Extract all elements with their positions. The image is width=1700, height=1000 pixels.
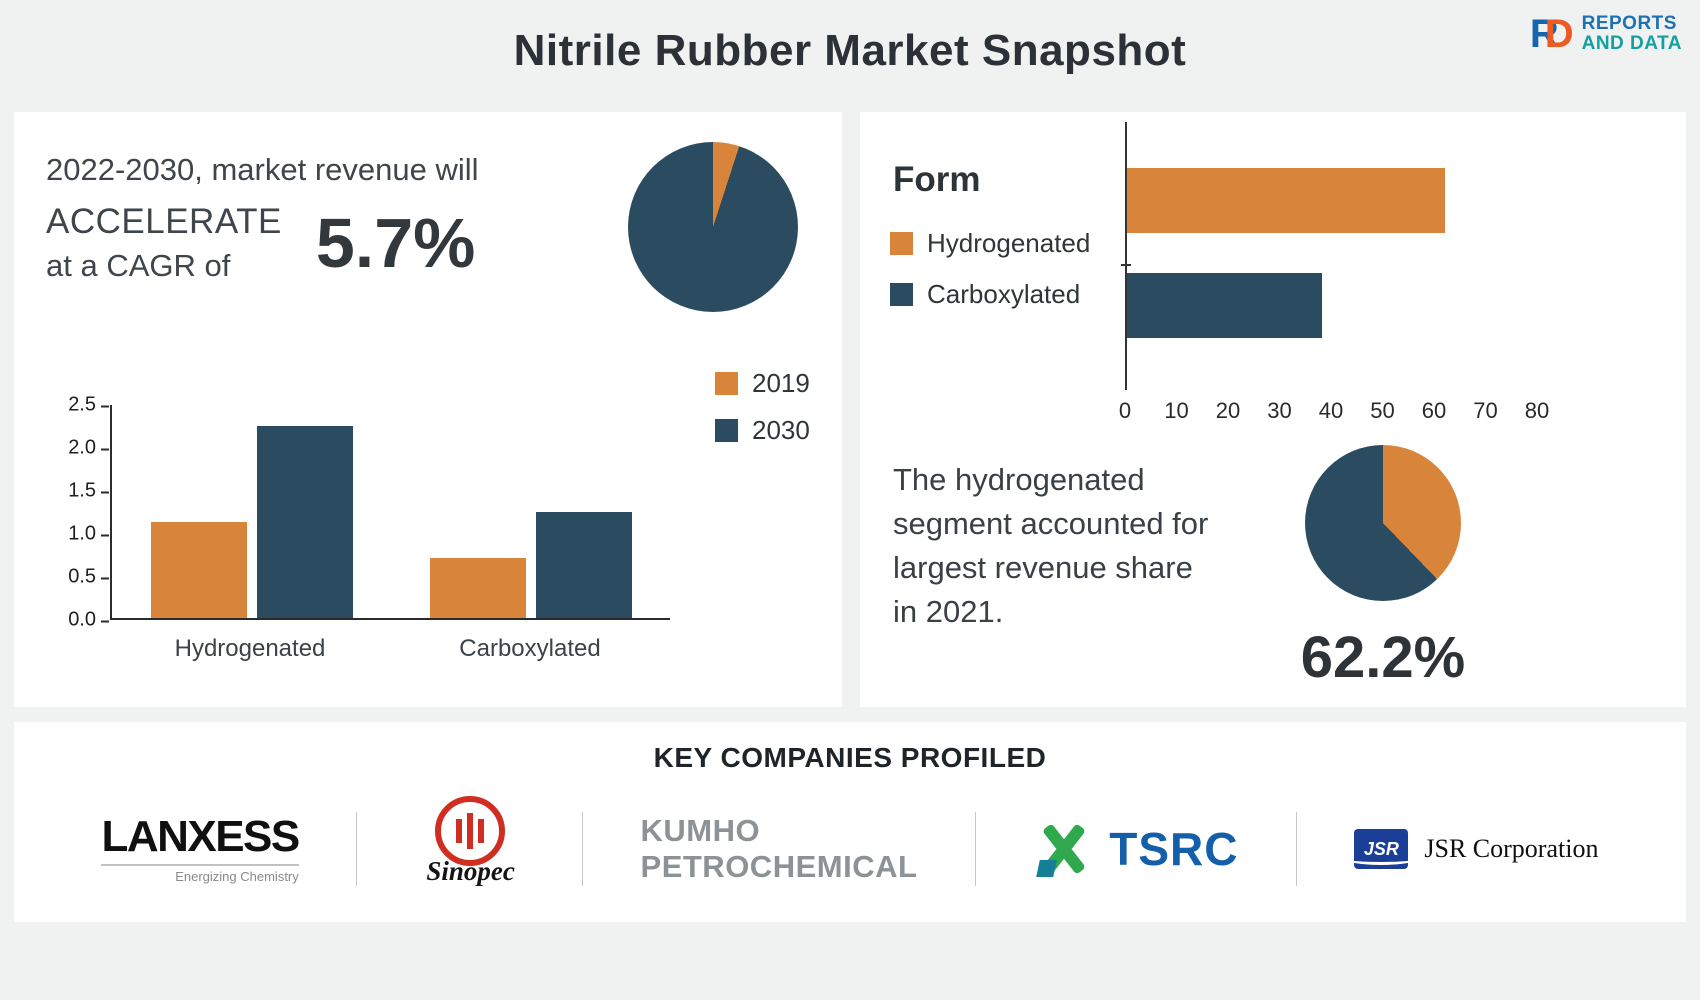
- divider: [582, 812, 584, 886]
- years-pie-chart: [628, 142, 798, 312]
- legend-swatch-carboxylated: [890, 283, 913, 306]
- y-tick-label: 2.5: [68, 393, 109, 416]
- legend-label-carboxylated: Carboxylated: [927, 279, 1081, 309]
- headline-line2: at a CAGR of: [46, 248, 231, 283]
- key-companies-panel: KEY COMPANIES PROFILED LANXESS Energizin…: [14, 722, 1686, 922]
- x-tick-label: 10: [1164, 398, 1189, 423]
- y-tick-label: 2.0: [68, 436, 109, 459]
- sinopec-bar-icon: [455, 819, 462, 843]
- divider: [974, 812, 976, 886]
- x-tick-label: 40: [1318, 398, 1344, 423]
- years-legend: 2019 2030: [715, 368, 810, 446]
- rd-logo-icon: RD: [1530, 14, 1574, 54]
- legend-swatch-hydrogenated: [890, 232, 913, 255]
- y-axis: 0.0 0.5 1.0 1.5 2.0 2.5: [54, 394, 109, 631]
- share-pie-chart: [1305, 445, 1461, 601]
- lanxess-rule: [101, 863, 299, 866]
- form-legend: Hydrogenated Carboxylated: [890, 228, 1090, 310]
- bar-carboxylated: [1127, 273, 1322, 338]
- legend-item-carboxylated: Carboxylated: [890, 279, 1090, 310]
- share-percentage: 62.2%: [1300, 625, 1466, 690]
- jsr-wordmark: JSR Corporation: [1424, 834, 1599, 863]
- bar-hydrogenated: [1127, 168, 1445, 233]
- kumho-line2: PETROCHEMICAL: [640, 849, 918, 884]
- x-category-label: Carboxylated: [459, 635, 601, 662]
- y-tick-label: 0.5: [68, 565, 109, 588]
- x-tick-label: 20: [1215, 398, 1241, 423]
- divider: [356, 812, 358, 886]
- sinopec-bar-icon: [477, 819, 484, 843]
- y-tick-label: 1.5: [68, 479, 109, 502]
- sinopec-ring-icon: [434, 796, 505, 866]
- brand-line-and-data: AND DATA: [1581, 33, 1682, 54]
- legend-item-hydrogenated: Hydrogenated: [890, 228, 1090, 259]
- legend-label-hydrogenated: Hydrogenated: [927, 228, 1091, 258]
- jsr-logo-mark: JSR: [1354, 829, 1409, 869]
- reports-and-data-logo: RD REPORTS AND DATA: [1530, 14, 1682, 54]
- y-tick-label: 1.0: [68, 522, 109, 545]
- legend-item-2030: 2030: [715, 415, 810, 446]
- brand-text: REPORTS AND DATA: [1582, 14, 1682, 54]
- cagr-left-lines: ACCELERATE at a CAGR of: [46, 202, 282, 284]
- bar-group-hydrogenated: [150, 405, 353, 618]
- legend-item-2019: 2019: [715, 368, 810, 399]
- sinopec-logo: Sinopec: [415, 794, 525, 904]
- legend-swatch-2019: [715, 372, 738, 395]
- x-axis: Hydrogenated Carboxylated: [110, 635, 670, 663]
- bar-carboxylated-2019: [429, 558, 526, 618]
- x-tick-label: 50: [1370, 398, 1395, 423]
- jsr-wave-icon: [1354, 853, 1409, 865]
- kumho-logo: KUMHO PETROCHEMICAL: [641, 813, 918, 884]
- x-tick-label: 70: [1473, 398, 1498, 423]
- x-tick-label: 0: [1118, 398, 1132, 423]
- y-tick-label: 0.0: [68, 608, 109, 631]
- legend-label-2030: 2030: [752, 415, 810, 445]
- grouped-bar-chart: 0.0 0.5 1.0 1.5 2.0 2.5 Hydrogenated Carboxyla…: [54, 394, 694, 685]
- key-companies-title: KEY COMPANIES PROFILED: [653, 742, 1047, 773]
- jsr-mark-text: JSR: [1363, 838, 1399, 859]
- cagr-headline: 2022-2030, market revenue will ACCELERAT…: [46, 152, 479, 284]
- revenue-growth-panel: 2022-2030, market revenue will ACCELERAT…: [14, 112, 842, 707]
- bar-hydrogenated-2030: [256, 426, 353, 618]
- tsrc-x-icon: [1033, 820, 1095, 878]
- bar-group-carboxylated: [429, 405, 632, 618]
- page-title: Nitrile Rubber Market Snapshot: [513, 26, 1187, 75]
- lanxess-caption: Energizing Chemistry: [175, 868, 299, 884]
- tsrc-wordmark: TSRC: [1109, 823, 1239, 875]
- x-tick-label: 80: [1524, 398, 1550, 423]
- cagr-row: ACCELERATE at a CAGR of 5.7%: [46, 202, 479, 284]
- tsrc-square-icon: [1036, 860, 1058, 877]
- company-logos-row: LANXESS Energizing Chemistry Sinopec KUM…: [14, 784, 1686, 914]
- headline-accelerate: ACCELERATE: [46, 202, 282, 241]
- legend-label-2019: 2019: [752, 368, 810, 398]
- sinopec-bar-icon: [466, 813, 473, 849]
- legend-swatch-2030: [715, 419, 738, 442]
- x-tick-label: 30: [1267, 398, 1292, 423]
- kumho-line1: KUMHO: [640, 813, 761, 849]
- divider: [1295, 812, 1297, 886]
- y-axis-tick: [1121, 264, 1131, 266]
- x-tick-label: 60: [1421, 398, 1447, 423]
- x-category-label: Hydrogenated: [174, 635, 326, 662]
- lanxess-wordmark: LANXESS: [101, 811, 300, 861]
- form-share-bar-chart: 0 10 20 30 40 50 60 70 80: [1119, 122, 1549, 428]
- jsr-logo: JSR JSR Corporation: [1354, 829, 1598, 869]
- lanxess-logo: LANXESS Energizing Chemistry: [101, 811, 300, 884]
- form-title: Form: [893, 160, 981, 199]
- logo-letter-d: D: [1544, 12, 1574, 56]
- logo-letter-r: R: [1529, 12, 1559, 56]
- bar-hydrogenated-2019: [150, 521, 247, 618]
- headline-line1: 2022-2030, market revenue will: [46, 152, 479, 187]
- cagr-value: 5.7%: [315, 204, 476, 282]
- share-note: The hydrogenated segment accounted for l…: [893, 462, 1209, 630]
- plot-area: [110, 405, 670, 620]
- form-segment-panel: Form Hydrogenated Carboxylated 0 10 20 30 40…: [860, 112, 1686, 707]
- bar-carboxylated-2030: [535, 511, 632, 618]
- x-axis: 0 10 20 30 40 50 60 70 80: [1119, 398, 1549, 426]
- sinopec-wordmark: Sinopec: [426, 856, 515, 886]
- tsrc-logo: TSRC: [1033, 820, 1238, 878]
- plot-area: [1121, 122, 1537, 390]
- brand-line-reports: REPORTS: [1581, 13, 1677, 35]
